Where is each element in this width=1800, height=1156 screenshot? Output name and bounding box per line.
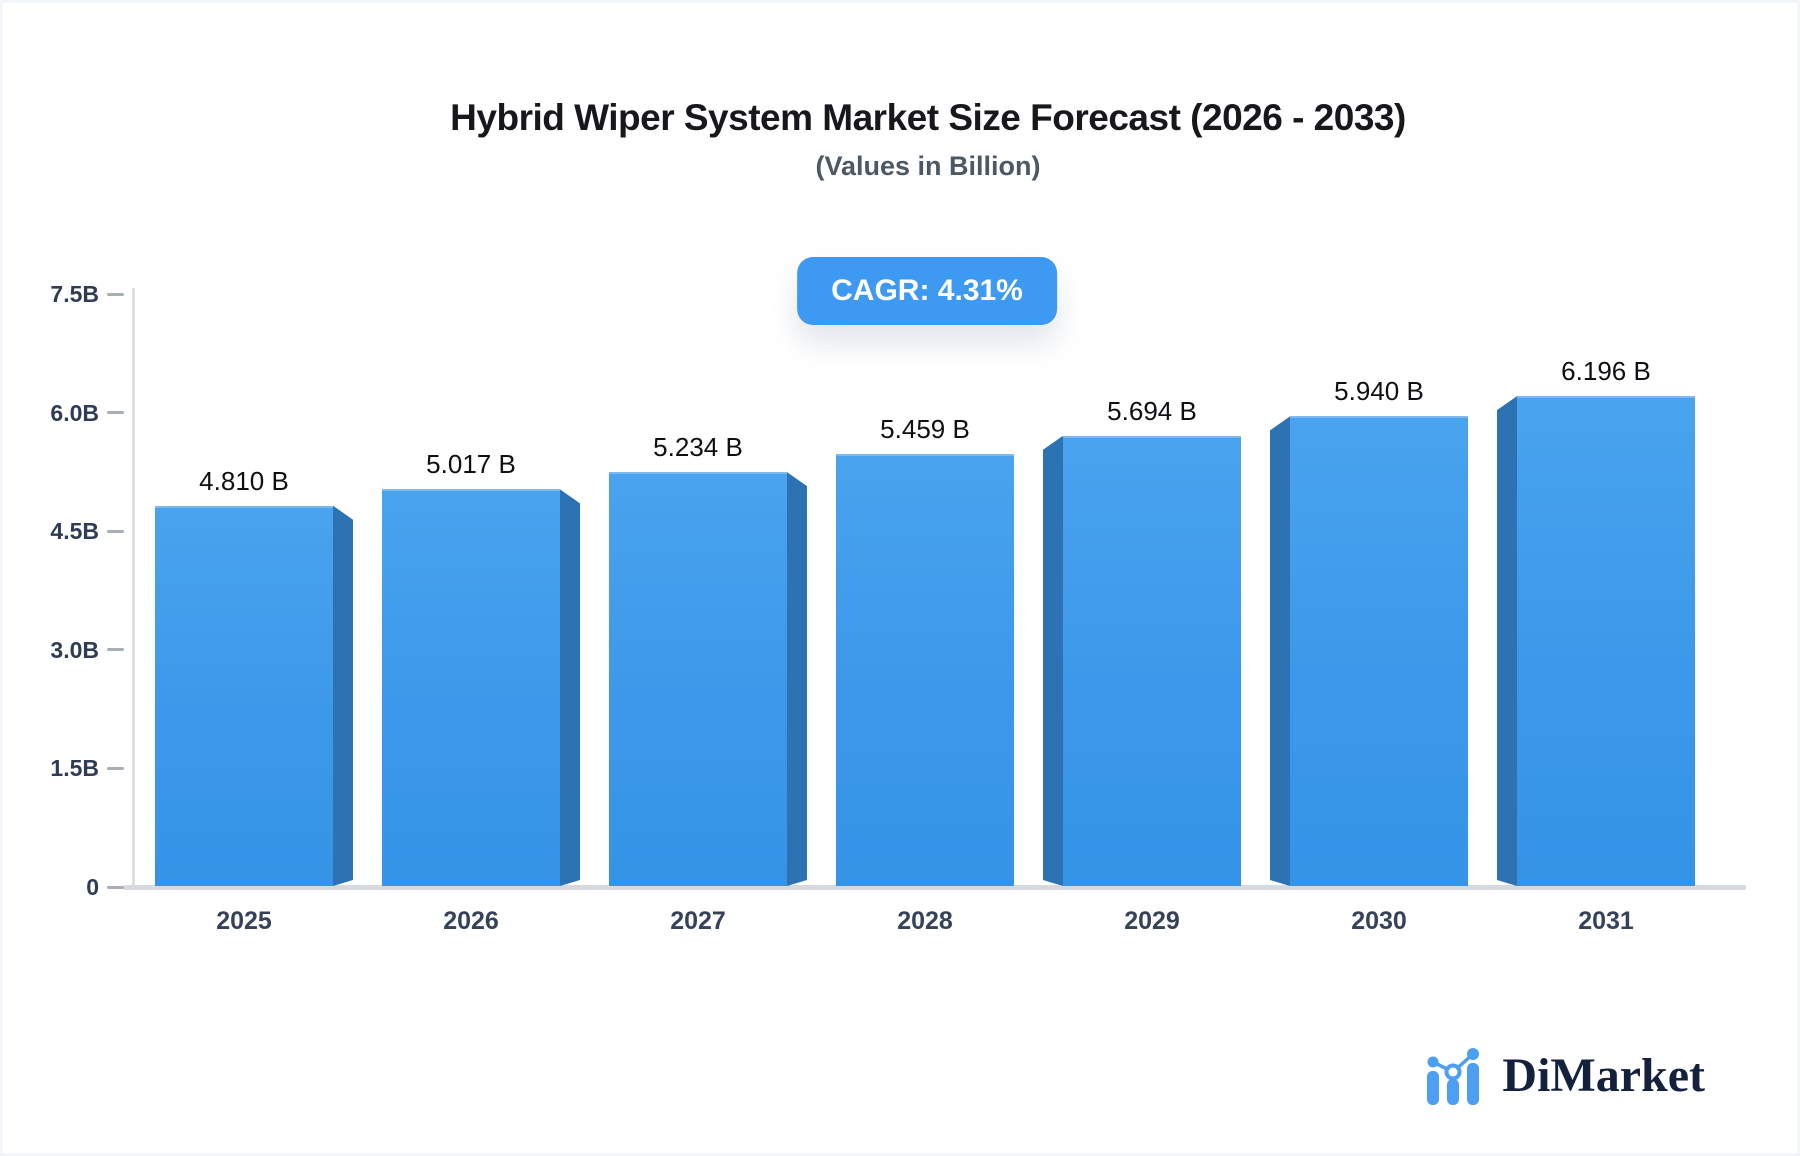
brand-logo: DiMarket	[1424, 1047, 1705, 1105]
y-axis-line	[132, 288, 135, 889]
bar-2027[interactable]	[609, 472, 787, 886]
x-axis-label: 2025	[216, 907, 272, 935]
bar-value-label: 6.196 B	[1561, 356, 1651, 387]
y-tick-mark	[107, 529, 124, 533]
bar-side-panel	[1270, 416, 1290, 886]
bar-2029[interactable]	[1063, 435, 1241, 886]
y-tick-label: 4.5B	[50, 518, 99, 545]
cagr-badge: CAGR: 4.31%	[797, 257, 1057, 325]
chart-title: Hybrid Wiper System Market Size Forecast…	[450, 97, 1406, 138]
bar-value-label: 5.017 B	[426, 449, 516, 480]
x-axis-label: 2026	[443, 907, 499, 935]
logo-text: DiMarket	[1502, 1049, 1705, 1102]
x-axis-label: 2030	[1351, 907, 1407, 935]
y-tick-mark	[107, 411, 124, 415]
x-axis-baseline	[123, 885, 1746, 890]
x-axis-label: 2031	[1578, 907, 1634, 935]
y-tick-mark	[107, 648, 124, 652]
mini-bar-line-chart-icon	[1424, 1047, 1488, 1105]
y-tick-label: 0	[86, 874, 99, 900]
chart-subtitle: (Values in Billion)	[815, 151, 1041, 181]
x-axis-label: 2029	[1124, 907, 1180, 935]
bar-side-panel	[333, 506, 353, 886]
y-tick-label: 6.0B	[50, 399, 99, 426]
x-axis-label: 2028	[897, 907, 953, 935]
y-tick-mark	[107, 766, 124, 770]
bar-value-label: 5.940 B	[1334, 376, 1424, 407]
y-tick-label: 1.5B	[50, 755, 99, 782]
bar-side-panel	[560, 489, 580, 886]
bar-2028[interactable]	[836, 454, 1014, 886]
bar-side-panel	[787, 472, 807, 886]
bar-2025[interactable]	[155, 505, 333, 886]
bar-2031[interactable]	[1517, 396, 1695, 886]
bar-value-label: 5.234 B	[653, 432, 743, 463]
bar-value-label: 5.694 B	[1107, 395, 1197, 426]
y-tick-mark	[107, 292, 124, 296]
bar-2030[interactable]	[1290, 416, 1468, 886]
x-axis-label: 2027	[670, 907, 726, 935]
bar-value-label: 4.810 B	[199, 465, 289, 496]
y-tick-label: 7.5B	[50, 281, 99, 307]
bar-side-panel	[1497, 396, 1517, 886]
bar-value-label: 5.459 B	[880, 414, 970, 445]
y-tick-label: 3.0B	[50, 636, 99, 663]
y-tick-mark	[107, 885, 124, 889]
bar-2026[interactable]	[382, 489, 560, 886]
bar-side-panel	[1043, 436, 1063, 886]
